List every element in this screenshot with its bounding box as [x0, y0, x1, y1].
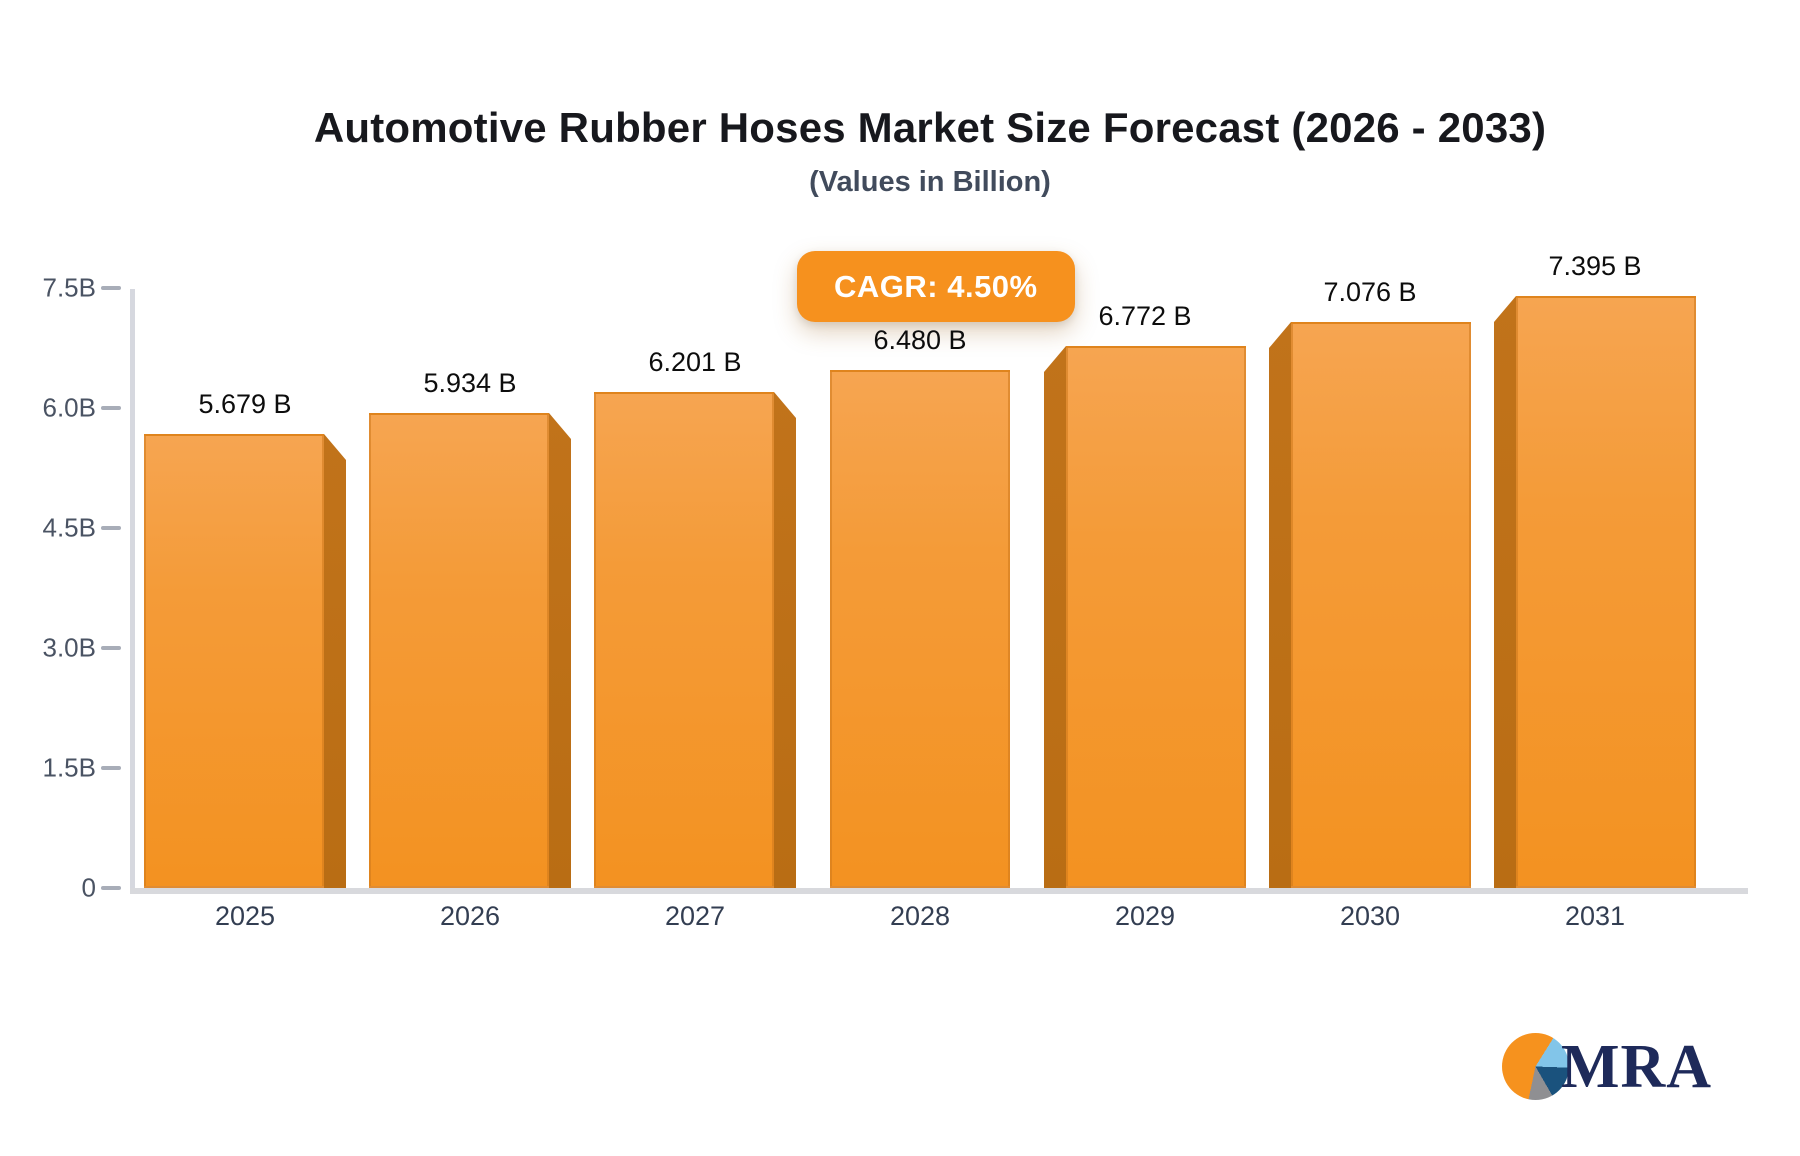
chart-subtitle: (Values in Billion): [809, 166, 1051, 198]
y-axis-tick-label: 7.5B: [42, 272, 97, 303]
y-axis-line: [130, 289, 135, 891]
x-axis-label-2030: 2030: [1339, 901, 1401, 931]
y-axis-tick-label: 3.0B: [42, 632, 97, 663]
bar-3d-side-2026: [549, 413, 571, 888]
cagr-badge-label: CAGR: 4.50%: [834, 268, 1038, 304]
bar-value-label-2025: 5.679 B: [198, 389, 292, 419]
logo-text: MRA: [1561, 1032, 1713, 1101]
y-axis-tick-mark: [101, 646, 121, 650]
bar-2025[interactable]: [144, 434, 324, 888]
cagr-badge: CAGR: 4.50%: [797, 251, 1075, 322]
bar-value-label-2030: 7.076 B: [1323, 277, 1417, 307]
y-axis-tick-label: 0: [81, 872, 96, 903]
y-axis-tick-mark: [101, 526, 121, 530]
bar-3d-side-2027: [774, 392, 796, 888]
y-axis-tick-label: 4.5B: [42, 512, 97, 543]
y-axis-tick-mark: [101, 886, 121, 890]
bar-2030[interactable]: [1291, 322, 1471, 888]
y-axis-tick-mark: [101, 406, 121, 410]
bar-3d-side-2029: [1044, 346, 1066, 888]
x-axis-label-2031: 2031: [1564, 901, 1626, 931]
x-axis-label-2025: 2025: [214, 901, 276, 931]
bar-3d-side-2025: [324, 434, 346, 888]
x-axis-line: [130, 888, 1748, 894]
y-axis-tick-mark: [101, 286, 121, 290]
pie-chart-logo-icon: [1502, 1033, 1569, 1100]
mra-logo: MRA: [1502, 1033, 1712, 1100]
bar-value-label-2027: 6.201 B: [648, 347, 742, 377]
y-axis-tick-mark: [101, 766, 121, 770]
bar-3d-side-2031: [1494, 296, 1516, 888]
bar-2026[interactable]: [369, 413, 549, 888]
bar-3d-side-2030: [1269, 322, 1291, 888]
bar-2028[interactable]: [830, 370, 1010, 888]
bar-value-label-2031: 7.395 B: [1548, 251, 1642, 281]
bar-2031[interactable]: [1516, 296, 1696, 888]
bar-value-label-2029: 6.772 B: [1098, 301, 1192, 331]
chart-title: Automotive Rubber Hoses Market Size Fore…: [313, 104, 1547, 151]
x-axis-label-2027: 2027: [664, 901, 726, 931]
x-axis-label-2028: 2028: [889, 901, 951, 931]
y-axis-tick-label: 6.0B: [42, 392, 97, 423]
bar-value-label-2028: 6.480 B: [873, 325, 967, 355]
bar-2029[interactable]: [1066, 346, 1246, 888]
y-axis-tick-label: 1.5B: [42, 752, 97, 783]
bar-2027[interactable]: [594, 392, 774, 888]
x-axis-label-2029: 2029: [1114, 901, 1176, 931]
x-axis-label-2026: 2026: [439, 901, 501, 931]
bar-value-label-2026: 5.934 B: [423, 368, 517, 398]
